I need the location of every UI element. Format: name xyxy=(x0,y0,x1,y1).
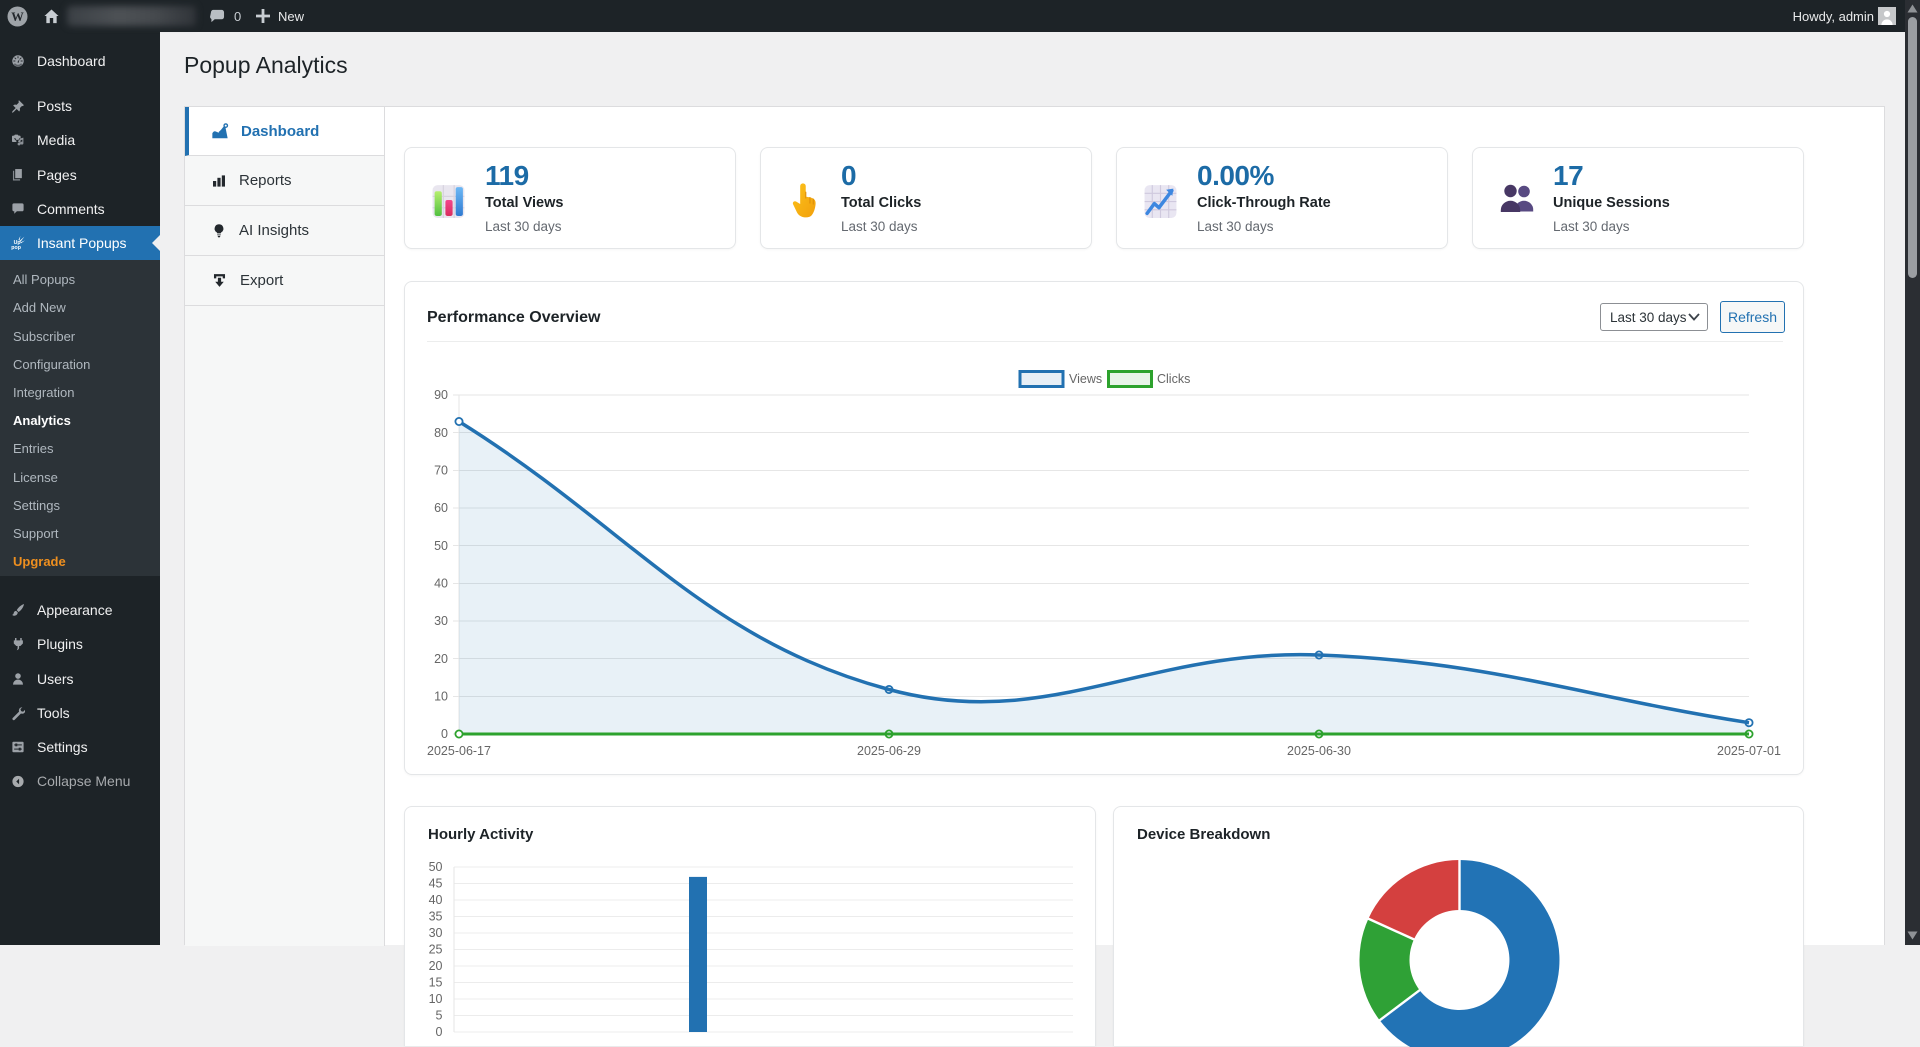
svg-text:Views: Views xyxy=(1069,372,1102,386)
svg-text:45: 45 xyxy=(429,877,443,891)
svg-text:40: 40 xyxy=(429,893,443,907)
svg-text:Up: Up xyxy=(14,240,21,246)
svg-text:pop: pop xyxy=(11,245,21,251)
svg-text:80: 80 xyxy=(434,426,448,440)
svg-text:15: 15 xyxy=(429,976,443,990)
svg-text:2025-06-17: 2025-06-17 xyxy=(427,744,491,758)
svg-text:20: 20 xyxy=(434,652,448,666)
svg-text:60: 60 xyxy=(434,501,448,515)
svg-text:35: 35 xyxy=(429,910,443,924)
svg-text:50: 50 xyxy=(434,539,448,553)
svg-text:5: 5 xyxy=(436,1009,443,1023)
svg-text:Clicks: Clicks xyxy=(1157,372,1190,386)
svg-text:2025-06-30: 2025-06-30 xyxy=(1287,744,1351,758)
svg-text:10: 10 xyxy=(434,690,448,704)
svg-text:2025-06-29: 2025-06-29 xyxy=(857,744,921,758)
svg-text:0: 0 xyxy=(436,1025,443,1039)
svg-text:70: 70 xyxy=(434,464,448,478)
svg-text:20: 20 xyxy=(429,959,443,973)
svg-text:10: 10 xyxy=(429,992,443,1006)
svg-text:30: 30 xyxy=(434,614,448,628)
svg-text:W: W xyxy=(11,9,24,23)
svg-text:90: 90 xyxy=(434,388,448,402)
svg-text:0: 0 xyxy=(441,727,448,741)
svg-text:50: 50 xyxy=(429,860,443,874)
svg-text:30: 30 xyxy=(429,926,443,940)
svg-text:40: 40 xyxy=(434,577,448,591)
svg-text:2025-07-01: 2025-07-01 xyxy=(1717,744,1781,758)
